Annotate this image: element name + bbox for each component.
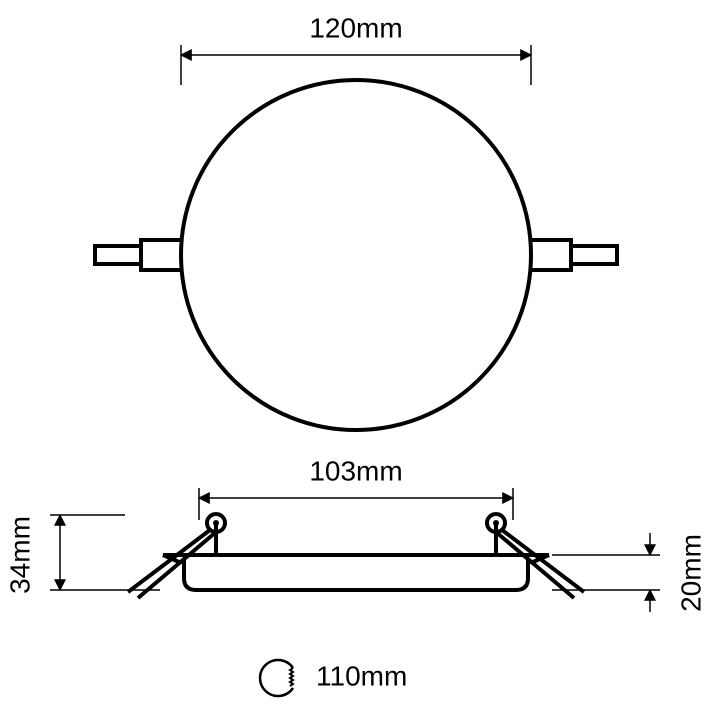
dim-side-height-right: 20mm [552, 533, 706, 612]
top-view-tab-right [531, 240, 617, 270]
dim-top-width: 120mm [181, 12, 531, 85]
dim-top-width-label: 120mm [309, 12, 402, 43]
cutout-label: 110mm [316, 660, 407, 691]
top-view-circle [181, 80, 531, 430]
dimension-drawing: 120mm 103mm 34mm 20mm [0, 0, 712, 728]
dim-side-height-left-label: 34mm [4, 516, 35, 594]
cutout-spec: 110mm [260, 660, 407, 696]
dim-side-width: 103mm [199, 455, 513, 520]
top-view-tab-left [95, 240, 181, 270]
dim-side-width-label: 103mm [309, 455, 402, 486]
side-view-body [163, 555, 549, 590]
dim-side-height-right-label: 20mm [675, 534, 706, 612]
dim-side-height-left: 34mm [4, 515, 160, 594]
